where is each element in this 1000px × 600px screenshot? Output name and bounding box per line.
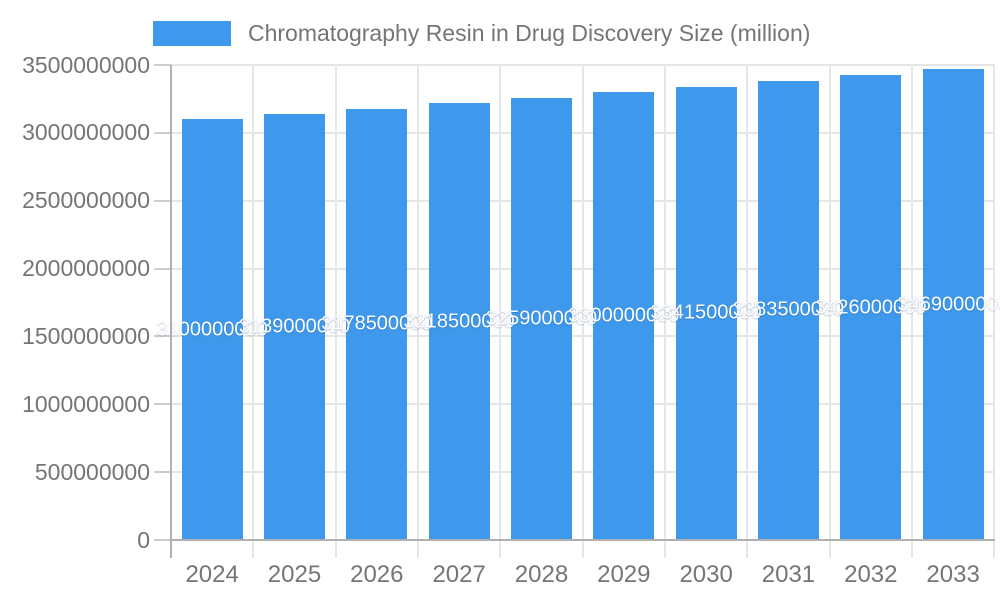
y-axis-tick-label: 1000000000 [22, 390, 150, 417]
y-axis-tick-mark [154, 335, 171, 338]
vertical-gridline [663, 65, 666, 558]
x-axis-label-2026: 2026 [350, 561, 404, 588]
vertical-gridline [499, 65, 502, 558]
vertical-gridline [746, 65, 749, 558]
bar-value-label-2030: 3341500000 [650, 301, 762, 324]
y-axis-tick-mark [154, 199, 171, 202]
bar-value-label-2024: 3100000000 [156, 318, 268, 341]
y-axis-tick-label: 3500000000 [22, 51, 150, 78]
bar-2028[interactable] [510, 97, 572, 540]
bar-2025[interactable] [263, 113, 325, 540]
x-axis-label-2033: 2033 [926, 561, 980, 588]
x-axis-label-2024: 2024 [185, 561, 239, 588]
y-axis-tick-label: 2000000000 [22, 255, 150, 282]
y-axis-tick-label: 3000000000 [22, 119, 150, 146]
vertical-gridline [828, 65, 831, 558]
vertical-gridline [581, 65, 584, 558]
y-axis-tick-label: 500000000 [34, 458, 150, 485]
y-axis-tick-mark [154, 267, 171, 270]
bar-2031[interactable] [757, 80, 819, 540]
vertical-gridline [252, 65, 255, 558]
vertical-gridline [334, 65, 337, 558]
chart-title: Chromatography Resin in Drug Discovery S… [248, 20, 811, 46]
bar-value-label-2029: 3300000000 [568, 304, 680, 327]
x-axis-label-2025: 2025 [267, 561, 322, 588]
bar-2026[interactable] [346, 108, 408, 540]
bar-value-label-2031: 3383500000 [732, 298, 845, 321]
bar-value-label-2026: 3178500000 [321, 312, 433, 335]
y-axis-tick-label: 2500000000 [22, 187, 150, 214]
x-axis-label-2030: 2030 [679, 561, 733, 588]
bar-value-label-2028: 3259000000 [485, 307, 598, 330]
vertical-gridline [993, 65, 996, 558]
bar-2029[interactable] [593, 92, 655, 540]
y-axis-line [170, 65, 172, 558]
bar-value-label-2033: 3469000000 [897, 293, 1000, 316]
y-axis-tick-mark [154, 403, 171, 406]
y-axis-tick-label: 0 [137, 526, 150, 553]
bar-2024[interactable] [181, 119, 243, 540]
bar-value-label-2027: 3218500000 [403, 310, 515, 333]
x-axis-label-2031: 2031 [761, 561, 816, 588]
x-axis-label-2028: 2028 [514, 561, 569, 588]
bar-2032[interactable] [840, 75, 902, 540]
bar-2030[interactable] [675, 86, 737, 540]
y-axis-tick-mark [154, 471, 171, 474]
bar-2033[interactable] [922, 69, 984, 540]
bar-value-label-2025: 3139000000 [238, 315, 351, 338]
x-axis-label-2027: 2027 [432, 561, 486, 588]
x-axis-label-2032: 2032 [844, 561, 898, 588]
bar-2027[interactable] [428, 103, 490, 540]
y-axis-tick-mark [154, 131, 171, 134]
vertical-gridline [416, 65, 419, 558]
bar-value-label-2032: 3426000000 [815, 296, 927, 319]
vertical-gridline [910, 65, 913, 558]
x-axis-baseline [170, 539, 996, 541]
x-axis-label-2029: 2029 [597, 561, 651, 588]
y-axis-tick-label: 1500000000 [22, 322, 150, 349]
legend-swatch [153, 21, 231, 46]
y-axis-tick-mark [154, 539, 171, 541]
y-axis-tick-mark [154, 64, 171, 66]
